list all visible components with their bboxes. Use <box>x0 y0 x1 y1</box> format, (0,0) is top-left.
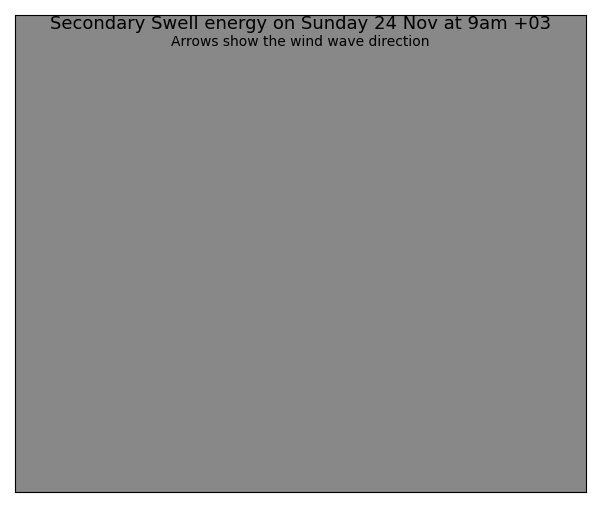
Text: Arrows show the wind wave direction: Arrows show the wind wave direction <box>171 35 430 50</box>
Text: Secondary Swell energy on Sunday 24 Nov at 9am +03: Secondary Swell energy on Sunday 24 Nov … <box>50 15 551 33</box>
